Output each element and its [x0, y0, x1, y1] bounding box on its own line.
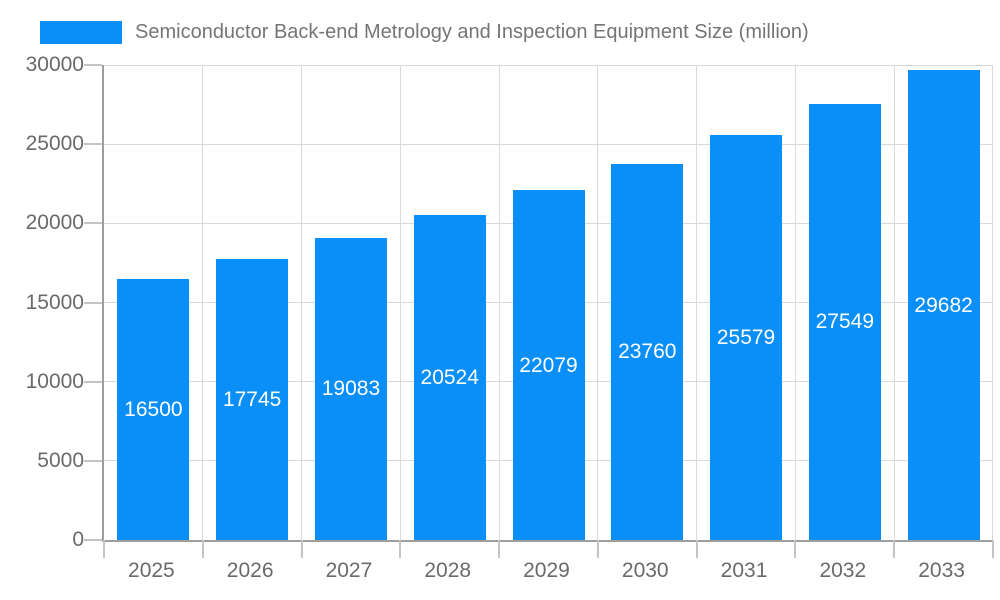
x-gridline: [301, 65, 303, 540]
y-axis-tick: [84, 143, 102, 146]
x-axis-tick-label: 2030: [621, 559, 669, 582]
bar-value-label: 19083: [321, 377, 381, 401]
y-axis-tick-label: 30000: [25, 53, 84, 76]
y-axis-tick: [84, 301, 102, 304]
x-axis-tick: [300, 540, 303, 558]
x-gridline: [794, 65, 796, 540]
x-axis-tick-label: 2029: [523, 559, 570, 582]
x-axis-tick-label: 2033: [918, 559, 965, 582]
y-gridline: [104, 143, 993, 145]
x-axis-tick-label: 2028: [424, 559, 472, 582]
bar-2029[interactable]: 22079: [512, 190, 585, 540]
bar-2025[interactable]: 16500: [117, 278, 190, 540]
bar-value-label: 29682: [914, 293, 973, 317]
legend[interactable]: Semiconductor Back-end Metrology and Ins…: [40, 14, 809, 50]
y-axis-tick: [84, 380, 102, 383]
y-gridline: [104, 64, 993, 66]
bar-value-label: 27549: [815, 310, 875, 334]
y-axis-tick-label: 0: [72, 528, 84, 551]
bar-2031[interactable]: 25579: [710, 135, 783, 540]
bar-value-label: 20524: [420, 366, 479, 390]
x-axis-tick: [399, 540, 402, 558]
x-axis-tick: [695, 540, 698, 558]
x-axis-tick-label: 2026: [226, 559, 274, 582]
x-axis-tick: [201, 540, 204, 558]
legend-swatch[interactable]: [40, 20, 122, 44]
y-axis-tick: [84, 539, 102, 541]
x-gridline: [991, 65, 993, 540]
x-gridline: [597, 65, 599, 540]
bar-value-label: 23760: [618, 340, 677, 364]
y-axis-tick-label: 20000: [25, 211, 84, 235]
y-axis-tick-label: 25000: [25, 132, 84, 156]
y-axis-tick-label: 15000: [25, 290, 84, 314]
legend-series-label: Semiconductor Back-end Metrology and Ins…: [135, 20, 809, 43]
x-gridline: [696, 65, 698, 540]
bar-2032[interactable]: 27549: [808, 103, 881, 540]
bar-2030[interactable]: 23760: [611, 163, 684, 540]
x-axis-tick-label: 2025: [128, 559, 175, 582]
bar-2028[interactable]: 20524: [413, 215, 486, 540]
x-gridline: [498, 65, 500, 540]
plot-area: 16500 17745 19083 20524 22079 23760 25579 27549…: [84, 64, 994, 558]
x-axis-tick-label: 2032: [819, 559, 867, 582]
x-axis-tick: [596, 540, 599, 558]
x-axis-tick: [893, 540, 896, 558]
x-axis-tick: [103, 540, 105, 558]
y-axis-tick: [84, 459, 102, 462]
bar-2026[interactable]: 17745: [216, 259, 289, 540]
bar-2033[interactable]: 29682: [907, 70, 980, 540]
x-axis-tick-label: 2027: [325, 559, 373, 582]
x-axis-tick: [992, 540, 994, 558]
bar-value-label: 17745: [222, 388, 282, 412]
x-gridline: [202, 65, 204, 540]
bar-value-label: 25579: [716, 326, 776, 349]
y-axis-tick-label: 5000: [37, 448, 84, 472]
y-axis-tick: [84, 64, 102, 66]
x-axis-tick-label: 2031: [720, 559, 768, 582]
bar-2027[interactable]: 19083: [314, 237, 387, 540]
x-axis-tick: [794, 540, 797, 558]
y-axis-tick: [84, 222, 102, 225]
x-gridline: [893, 65, 895, 540]
bar-value-label: 22079: [519, 353, 578, 377]
y-axis-tick-label: 10000: [25, 369, 84, 393]
x-axis-tick: [498, 540, 501, 558]
x-gridline: [399, 65, 401, 540]
bar-value-label: 16500: [124, 397, 183, 421]
